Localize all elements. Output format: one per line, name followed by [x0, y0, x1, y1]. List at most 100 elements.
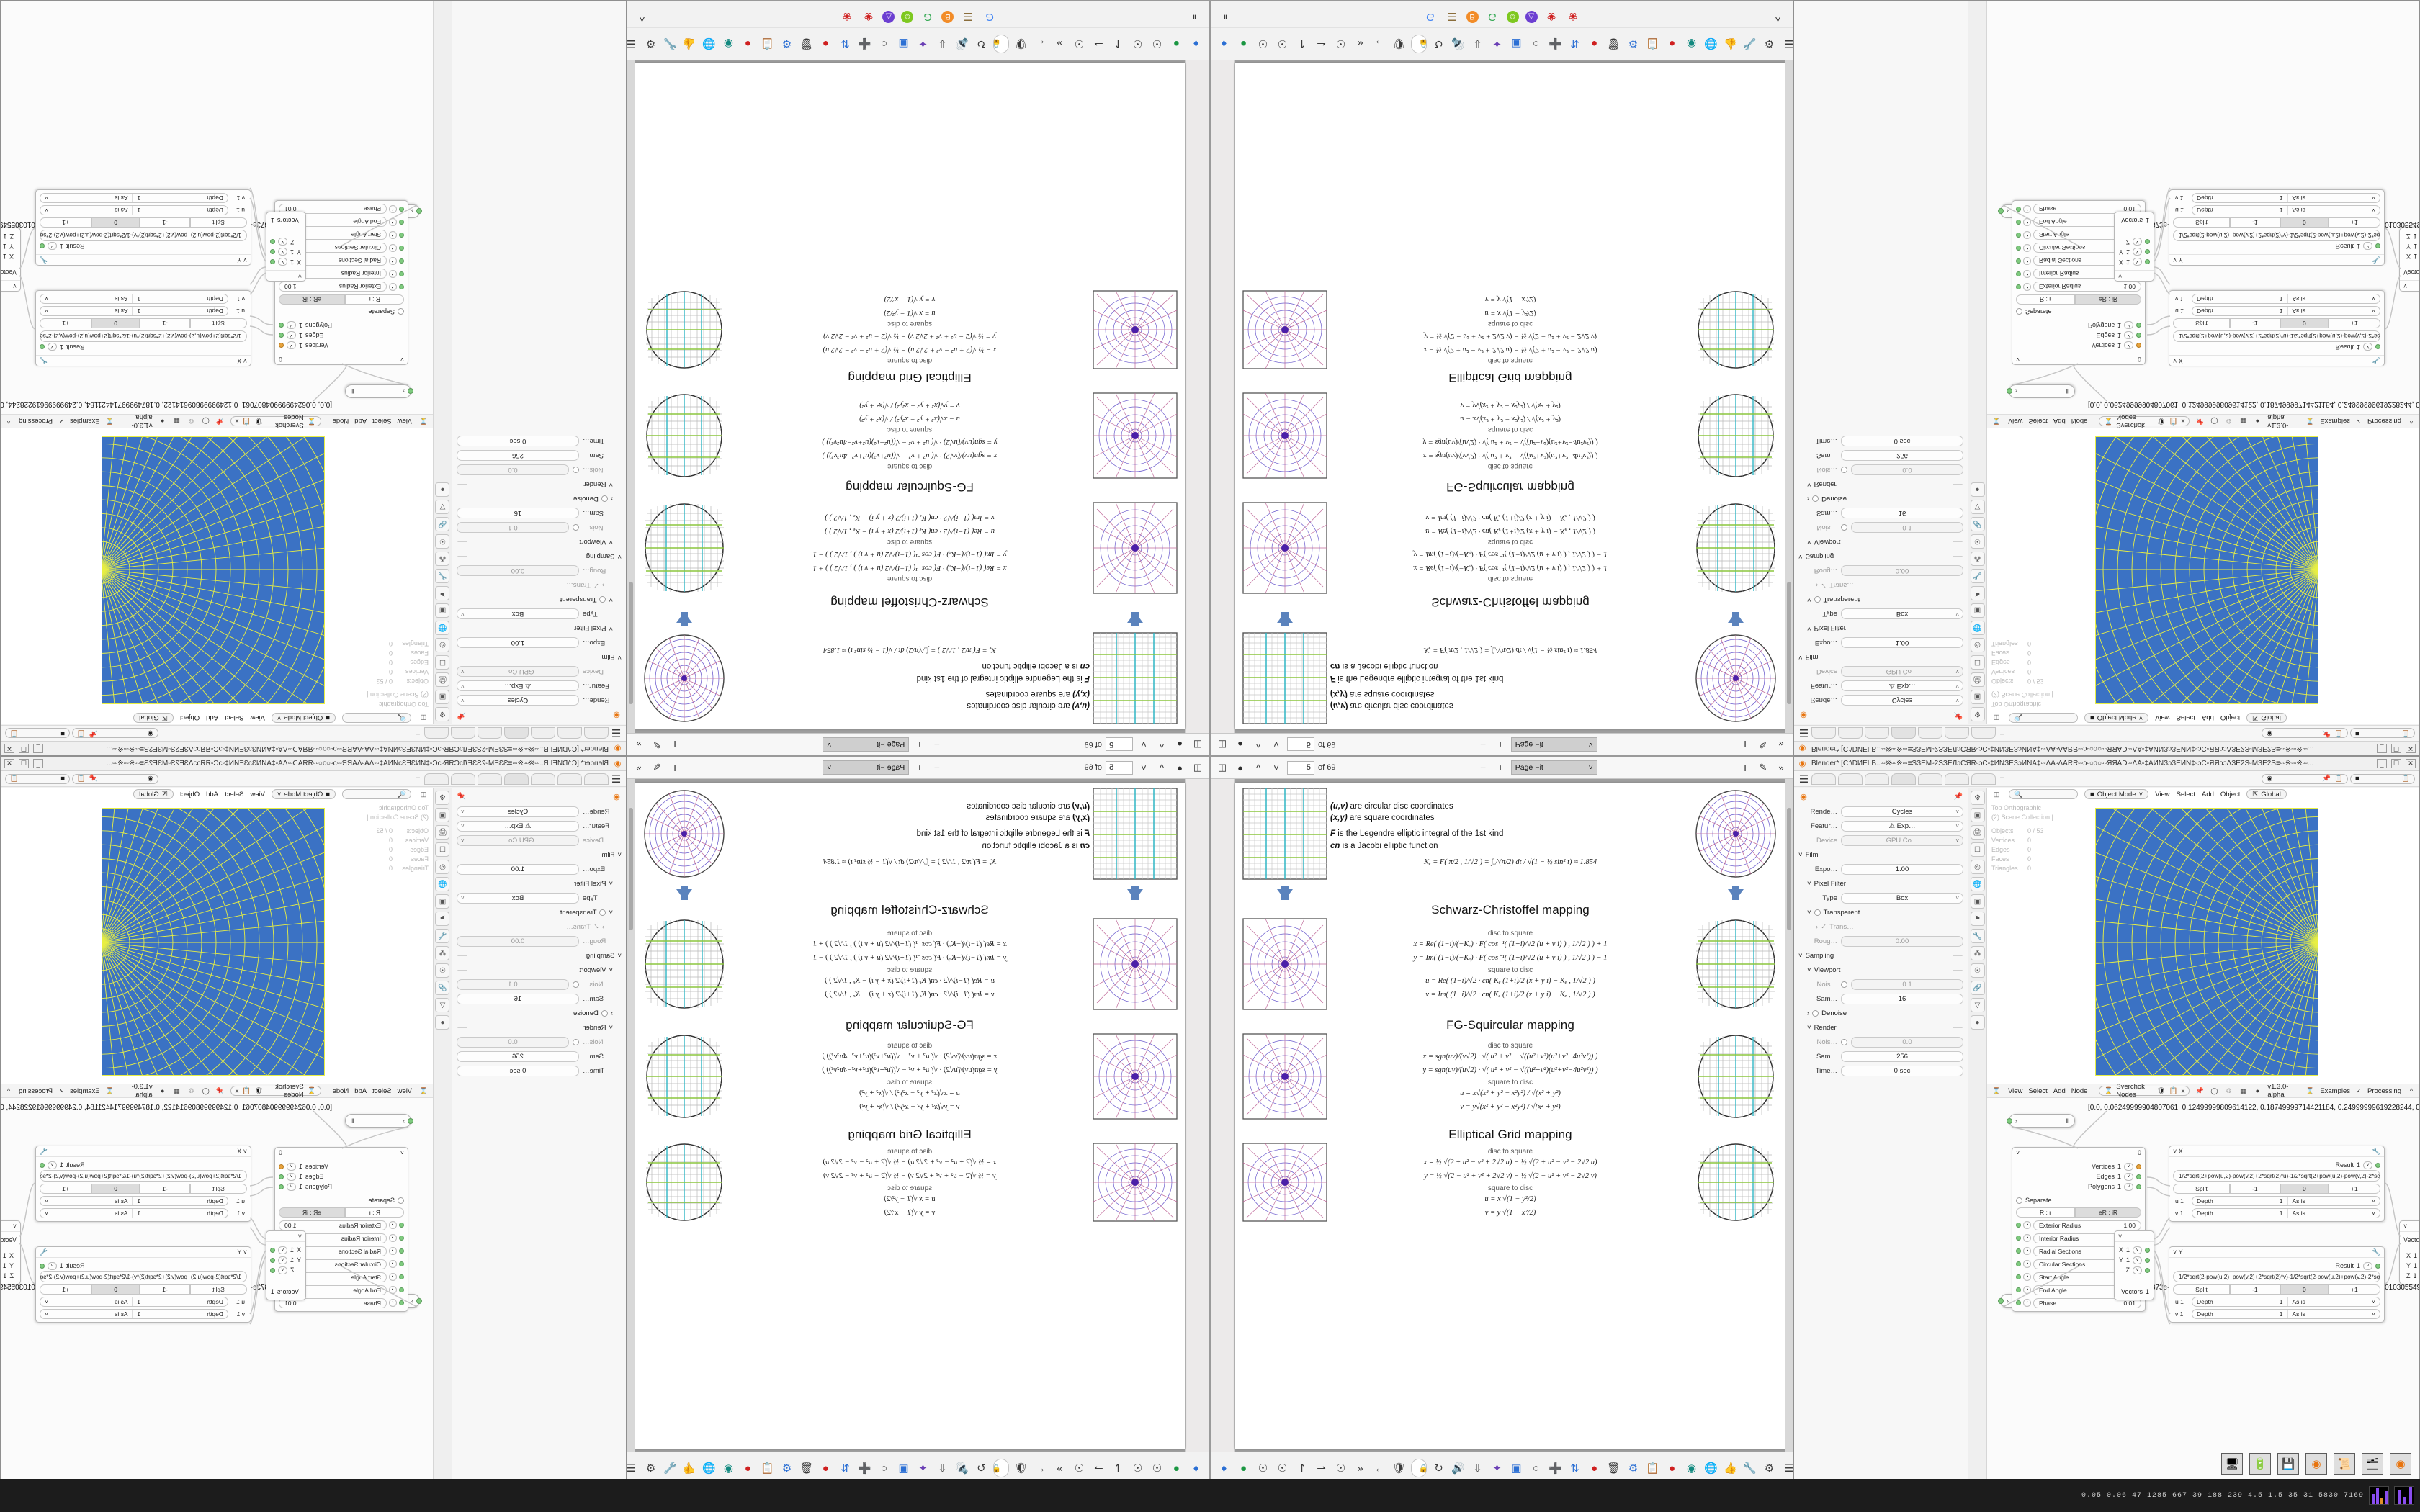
collection-icon[interactable]: ▣: [1970, 603, 1985, 618]
vector-out-y[interactable]: Y 1: [2, 243, 14, 250]
previous-page-icon[interactable]: ^: [1255, 762, 1261, 773]
wrench-icon-2[interactable]: 🔧: [2372, 1248, 2380, 1256]
formula-x-segmented[interactable]: Split -1 0 +1: [40, 1184, 247, 1194]
chevron-down-icon-10[interactable]: ˅: [2133, 258, 2142, 266]
depth-box-v2[interactable]: Depth 1 As is ˅: [2192, 1309, 2380, 1319]
seg-er-ir[interactable]: eR : iR: [278, 1207, 345, 1218]
chevron-down-icon-6[interactable]: ˅: [45, 1210, 48, 1217]
seg-split-x[interactable]: Split: [2173, 1184, 2230, 1194]
property-row-9[interactable]: Roug… 0.00: [457, 935, 622, 948]
trash-icon[interactable]: 🗑: [799, 1462, 814, 1475]
zoom-out-button[interactable]: −: [1480, 762, 1487, 773]
viewport-mesh-canvas[interactable]: [2095, 436, 2318, 704]
animate-icon-3[interactable]: ◔: [2023, 1260, 2031, 1268]
scene-selector[interactable]: ◉ 📌 📋: [72, 773, 158, 784]
zoom-select[interactable]: Page Fit ˅: [823, 760, 910, 775]
formula-x-input-u[interactable]: u 1 Depth 1 As is ˅: [2173, 306, 2380, 316]
workspace-tab-6[interactable]: [1971, 773, 1996, 785]
reload-icon[interactable]: ↻: [1434, 37, 1443, 50]
seg-0-y[interactable]: 0: [91, 1284, 140, 1295]
formula-x-node[interactable]: ˅ X 🔧 Result 1 ˅: [2169, 290, 2385, 366]
depth-box-v[interactable]: Depth 1 As is ˅: [40, 1208, 228, 1218]
collapse-icon-vin[interactable]: ˅: [297, 1233, 302, 1240]
back-arrow-icon[interactable]: ←: [1374, 37, 1385, 50]
mute-tab-icon[interactable]: 🔊: [1451, 1462, 1465, 1475]
gear-icon[interactable]: ⚙: [645, 1462, 656, 1475]
collapse-icon[interactable]: ˅: [2016, 356, 2020, 363]
globe-icon[interactable]: 🌐: [702, 1462, 716, 1475]
property-section-3[interactable]: ˅ Film ⸺: [1798, 651, 1963, 663]
vector-in-out[interactable]: Vectors 1: [270, 217, 299, 224]
wrench-icon-2[interactable]: 🔧: [40, 1248, 48, 1256]
minimize-icon[interactable]: _: [2377, 744, 2387, 753]
material-icon[interactable]: ●: [435, 1015, 450, 1030]
socket-input-icon-2[interactable]: [399, 1248, 404, 1254]
vector-out-z[interactable]: Z 1: [3, 233, 14, 240]
depth-box-u2[interactable]: Depth 1 As is ˅: [2192, 205, 2380, 215]
property-value-17[interactable]: 256: [457, 450, 579, 461]
seg-0-y[interactable]: 0: [2280, 217, 2329, 228]
shape-icon[interactable]: △: [882, 11, 895, 23]
firefox-icon[interactable]: ◉: [2305, 1453, 2327, 1475]
flower-red-2-icon[interactable]: ❀: [1568, 10, 1578, 23]
overflow-chevron-icon[interactable]: »: [1357, 37, 1363, 50]
formula-y-node[interactable]: ˅ Y 🔧 Result 1 ˅: [2169, 189, 2385, 266]
socket-input-icon-5[interactable]: [2016, 1287, 2021, 1292]
url-bar[interactable]: 🔒 https://arxiv.org/ftp/arxiv/papers/170…: [993, 35, 1009, 53]
property-value-2[interactable]: GPU Co… ˅: [457, 835, 579, 846]
render-icon[interactable]: ▣: [1970, 690, 1985, 704]
formula-y-result[interactable]: Result 1 ˅: [40, 241, 247, 251]
ublock-icon[interactable]: ●: [744, 1462, 752, 1475]
node-editor[interactable]: ⌛ View Select Add Node ⌛ Sverchok Nodes …: [1, 1, 433, 428]
checkbox-icon[interactable]: [601, 1010, 608, 1017]
seg-split-y[interactable]: Split: [190, 217, 247, 228]
chevron-down-icon-7[interactable]: ˅: [48, 242, 57, 251]
property-row-2[interactable]: Device GPU Co… ˅: [1798, 834, 1963, 847]
property-section-15[interactable]: ˅ Render ⸺: [457, 478, 622, 490]
collapse-icon-y[interactable]: ˅: [2173, 1248, 2177, 1256]
property-section-8[interactable]: › ✓ Trans…: [1798, 921, 1963, 933]
viewport-menu-view[interactable]: View: [2155, 714, 2170, 722]
vector-in-z[interactable]: Z ˅: [2118, 1265, 2150, 1275]
chevron-down-icon-11[interactable]: ˅: [2133, 248, 2142, 256]
workspace-tab-2[interactable]: [1865, 773, 1889, 785]
property-row-1[interactable]: Featur… ⚠ Exp… ˅: [457, 680, 622, 692]
share-icon[interactable]: ⚙: [1628, 1462, 1639, 1475]
socket-result-icon[interactable]: [40, 344, 45, 350]
viewport-search-field[interactable]: 🔍: [2009, 789, 2078, 799]
animate-icon-6[interactable]: ◔: [2023, 1299, 2031, 1307]
vector-out-header[interactable]: ˅: [2400, 280, 2419, 291]
property-value-2[interactable]: GPU Co… ˅: [1841, 666, 1963, 677]
smiley-icon[interactable]: ☺: [901, 11, 914, 23]
vector-in-z[interactable]: Z ˅: [270, 237, 302, 247]
depth-box-v2[interactable]: Depth 1 As is ˅: [40, 193, 228, 203]
seg-0-x[interactable]: 0: [2280, 318, 2329, 328]
vector-in-x[interactable]: X 1 ˅: [270, 1245, 302, 1255]
world-icon[interactable]: 🌐: [1970, 621, 1985, 635]
property-section-3[interactable]: ˅ Film ⸺: [457, 651, 622, 663]
drag-dots-icon[interactable]: ⸺: [457, 539, 467, 545]
caret-down-icon[interactable]: ˅: [1807, 1024, 1811, 1032]
ellipse-icon[interactable]: ◯: [2210, 1086, 2218, 1094]
collapse-icon[interactable]: ˅: [400, 356, 404, 363]
property-row-2[interactable]: Device GPU Co… ˅: [457, 834, 622, 847]
workspace-tab-2[interactable]: [531, 773, 555, 785]
world-icon[interactable]: 🌐: [435, 877, 450, 891]
zoom-in-button[interactable]: +: [916, 739, 923, 750]
formula-x-result[interactable]: Result 1 ˅: [40, 342, 247, 352]
chevron-down-icon-11[interactable]: ˅: [2133, 1256, 2142, 1264]
node-editor-icon[interactable]: ⌛: [1992, 418, 2001, 426]
shield-icon[interactable]: 🛡: [2156, 1086, 2166, 1095]
privacy-badger-icon[interactable]: ◉: [1686, 1462, 1697, 1475]
viewport-menu-select[interactable]: Select: [2176, 790, 2196, 798]
viewport-menu-select[interactable]: Select: [224, 714, 244, 722]
socket-y-icon[interactable]: [2145, 249, 2150, 255]
transform-orientation-selector[interactable]: ⇱ Global: [2246, 789, 2287, 799]
workspace-tab-0[interactable]: [584, 727, 609, 739]
pause-icon[interactable]: ⏸: [1222, 11, 1229, 23]
clipboard-icon[interactable]: 📋: [761, 37, 774, 50]
vector-in-out[interactable]: Vectors 1: [270, 1288, 299, 1295]
chevron-down-icon-8[interactable]: ˅: [2372, 1298, 2375, 1305]
chevron-down-icon-2[interactable]: ˅: [2124, 1172, 2133, 1181]
scene-icon[interactable]: ◎: [435, 860, 450, 874]
